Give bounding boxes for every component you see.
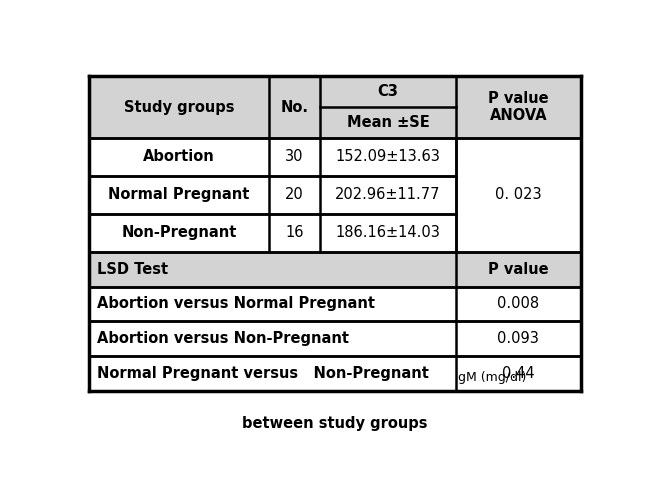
Bar — [456, 138, 581, 252]
Text: 0.008: 0.008 — [497, 296, 540, 311]
Bar — [90, 214, 456, 252]
Bar — [90, 252, 581, 287]
Text: 16: 16 — [285, 225, 304, 240]
Bar — [90, 287, 581, 321]
Text: Abortion versus Non-Pregnant: Abortion versus Non-Pregnant — [97, 331, 349, 346]
Text: Abortion versus Normal Pregnant: Abortion versus Normal Pregnant — [97, 296, 375, 311]
Bar — [90, 138, 456, 176]
Text: Non-Pregnant: Non-Pregnant — [122, 225, 237, 240]
Text: 0. 023: 0. 023 — [495, 187, 542, 202]
Text: 186.16±14.03: 186.16±14.03 — [336, 225, 440, 240]
Text: Normal Pregnant versus   Non-Pregnant: Normal Pregnant versus Non-Pregnant — [97, 366, 429, 381]
Text: P value: P value — [488, 262, 549, 277]
Text: Abortion: Abortion — [143, 149, 215, 164]
Text: Study groups: Study groups — [124, 99, 234, 115]
Text: 0.093: 0.093 — [498, 331, 540, 346]
Bar — [90, 356, 581, 391]
Text: C3: C3 — [377, 84, 398, 99]
Text: LSD Test: LSD Test — [97, 262, 168, 277]
Text: 152.09±13.63: 152.09±13.63 — [336, 149, 440, 164]
Text: 30: 30 — [285, 149, 304, 164]
Text: P value
ANOVA: P value ANOVA — [488, 91, 549, 123]
Text: No.: No. — [281, 99, 309, 115]
Bar — [90, 321, 581, 356]
Text: 20: 20 — [285, 187, 304, 202]
Text: 0.44: 0.44 — [502, 366, 534, 381]
Text: between study groups: between study groups — [243, 416, 428, 431]
Bar — [90, 176, 456, 214]
Text: gM (mg/dl): gM (mg/dl) — [458, 371, 526, 384]
Text: 202.96±11.77: 202.96±11.77 — [336, 187, 441, 202]
Text: Mean ±SE: Mean ±SE — [347, 115, 430, 130]
Bar — [90, 77, 581, 138]
Text: Normal Pregnant: Normal Pregnant — [109, 187, 250, 202]
